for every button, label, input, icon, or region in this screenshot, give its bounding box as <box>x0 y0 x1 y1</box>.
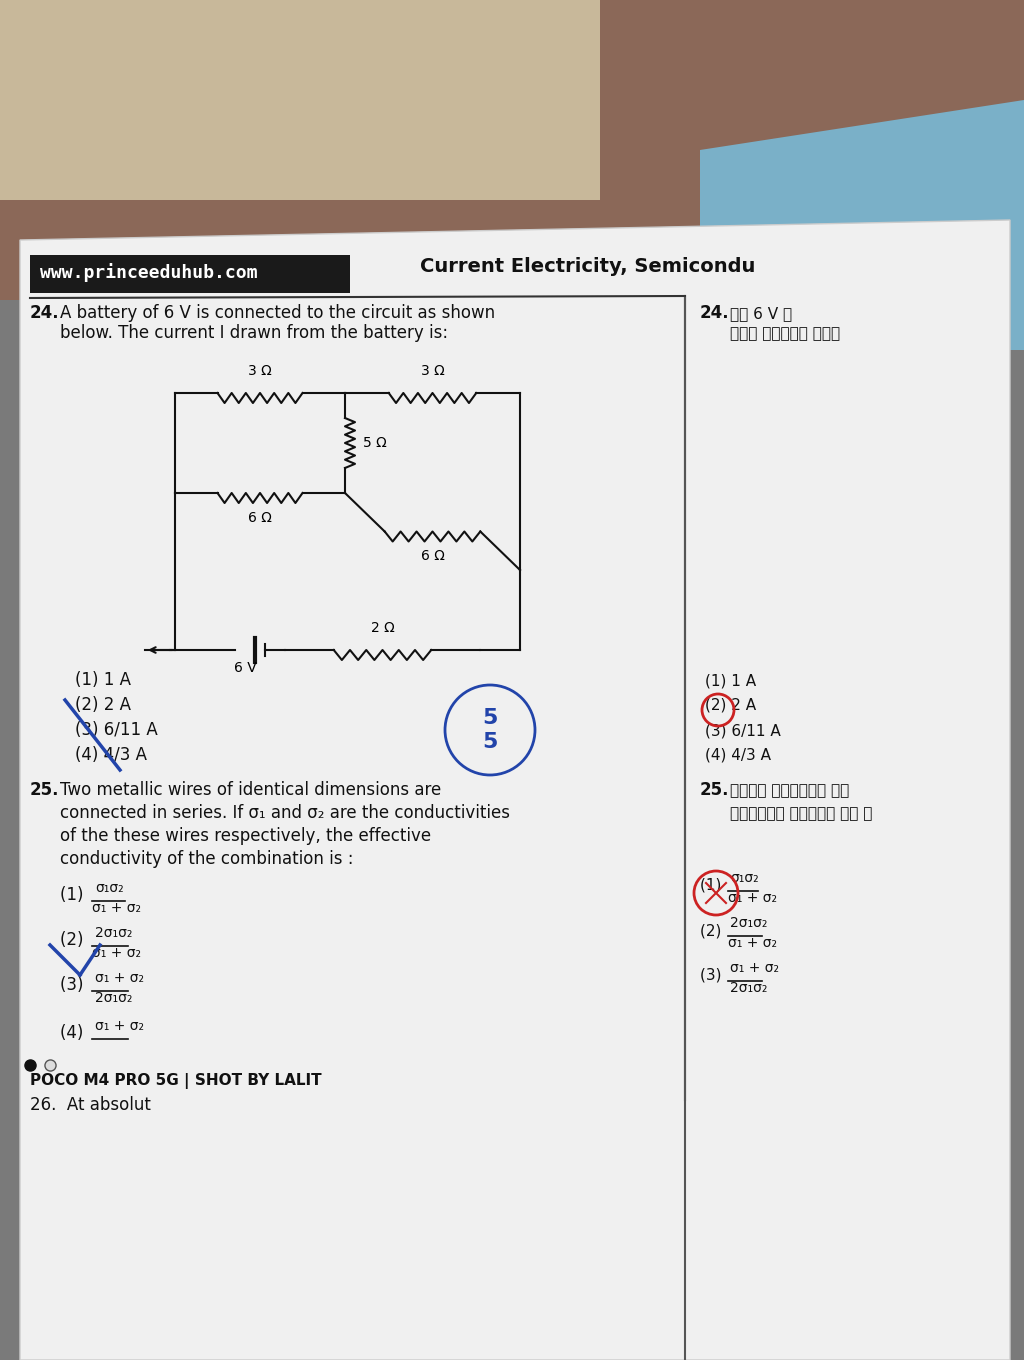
Text: 5
5: 5 5 <box>482 709 498 752</box>
Text: 6 V: 6 V <box>233 661 256 675</box>
Text: below. The current I drawn from the battery is:: below. The current I drawn from the batt… <box>60 324 449 341</box>
Text: σ₁ + σ₂: σ₁ + σ₂ <box>95 971 144 985</box>
Polygon shape <box>0 0 1024 301</box>
Text: (1) 1 A: (1) 1 A <box>75 670 131 690</box>
Text: 24.: 24. <box>30 305 59 322</box>
Text: 26.  At absolut: 26. At absolut <box>30 1096 151 1114</box>
Text: www.princeeduhub.com: www.princeeduhub.com <box>40 262 257 282</box>
Text: σ₁ + σ₂: σ₁ + σ₂ <box>730 962 779 975</box>
Text: σ₁ + σ₂: σ₁ + σ₂ <box>92 900 141 915</box>
Text: Two metallic wires of identical dimensions are: Two metallic wires of identical dimensio… <box>60 781 441 800</box>
Text: σ₁ + σ₂: σ₁ + σ₂ <box>728 891 777 904</box>
Text: σ₁ + σ₂: σ₁ + σ₂ <box>92 947 141 960</box>
Text: (2): (2) <box>60 932 89 949</box>
Text: σ₁σ₂: σ₁σ₂ <box>95 881 124 895</box>
Text: conductivity of the combination is :: conductivity of the combination is : <box>60 850 353 868</box>
Polygon shape <box>0 0 600 200</box>
Text: of the these wires respectively, the effective: of the these wires respectively, the eff… <box>60 827 431 845</box>
Text: Current Electricity, Semicondu: Current Electricity, Semicondu <box>420 257 756 276</box>
Text: connected in series. If σ₁ and σ₂ are the conductivities: connected in series. If σ₁ and σ₂ are th… <box>60 804 510 821</box>
Text: (1): (1) <box>700 879 726 894</box>
Text: (3): (3) <box>700 968 726 983</box>
Text: σ₁ + σ₂: σ₁ + σ₂ <box>728 936 777 951</box>
Text: 2σ₁σ₂: 2σ₁σ₂ <box>95 991 132 1005</box>
Text: (3) 6/11 A: (3) 6/11 A <box>705 724 780 738</box>
Text: (2) 2 A: (2) 2 A <box>75 696 131 714</box>
Text: (4) 4/3 A: (4) 4/3 A <box>75 747 147 764</box>
Polygon shape <box>20 220 1010 1360</box>
Text: समान विमाओं के: समान विमाओं के <box>730 783 849 798</box>
Text: क्रमशः तारों की च: क्रमशः तारों की च <box>730 806 872 821</box>
Text: σ₁σ₂: σ₁σ₂ <box>730 870 759 885</box>
Text: (1) 1 A: (1) 1 A <box>705 673 756 688</box>
Text: 5 Ω: 5 Ω <box>362 437 387 450</box>
Text: (1): (1) <box>60 885 89 904</box>
Bar <box>30 256 350 292</box>
Text: 6 Ω: 6 Ω <box>421 549 444 563</box>
Text: 2σ₁σ₂: 2σ₁σ₂ <box>95 926 132 940</box>
Text: (2) 2 A: (2) 2 A <box>705 698 756 713</box>
Text: 2σ₁σ₂: 2σ₁σ₂ <box>730 917 767 930</box>
Text: σ₁ + σ₂: σ₁ + σ₂ <box>95 1019 144 1034</box>
Text: 3 Ω: 3 Ω <box>248 364 272 378</box>
Text: (3) 6/11 A: (3) 6/11 A <box>75 721 158 738</box>
Text: 2σ₁σ₂: 2σ₁σ₂ <box>730 981 767 996</box>
Text: 6 Ω: 6 Ω <box>248 511 272 525</box>
Text: 2 Ω: 2 Ω <box>371 622 394 635</box>
Text: (4): (4) <box>60 1024 89 1042</box>
Text: 25.: 25. <box>30 781 59 800</box>
Text: 25.: 25. <box>700 781 729 800</box>
Text: 3 Ω: 3 Ω <box>421 364 444 378</box>
Text: (3): (3) <box>60 976 89 994</box>
Text: (4) 4/3 A: (4) 4/3 A <box>705 748 771 763</box>
Polygon shape <box>700 101 1024 350</box>
Text: A battery of 6 V is connected to the circuit as shown: A battery of 6 V is connected to the cir… <box>60 305 496 322</box>
Text: है। बैटरी द्व: है। बैटरी द्व <box>730 326 840 341</box>
Text: 24.: 24. <box>700 305 730 322</box>
Text: POCO M4 PRO 5G | SHOT BY LALIT: POCO M4 PRO 5G | SHOT BY LALIT <box>30 1073 322 1089</box>
Text: (2): (2) <box>700 923 726 938</box>
Text: एक 6 V व: एक 6 V व <box>730 306 793 321</box>
